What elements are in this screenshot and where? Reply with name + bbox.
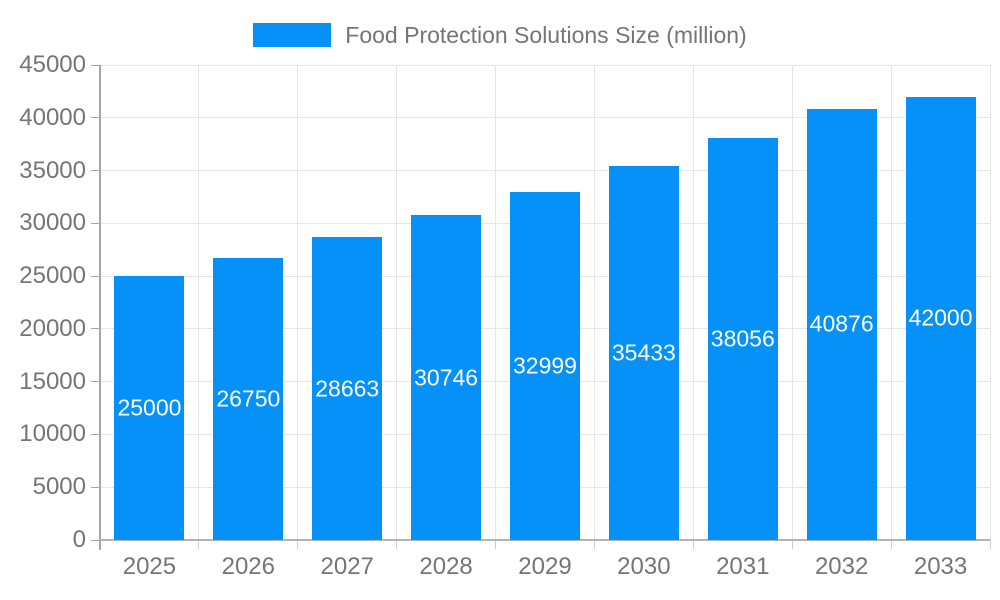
bar: 35433 xyxy=(608,165,679,540)
h-gridline xyxy=(100,170,990,172)
x-tick xyxy=(198,540,200,549)
bar: 30746 xyxy=(411,215,482,540)
y-tick xyxy=(91,222,100,224)
x-tick xyxy=(297,540,299,549)
h-gridline xyxy=(100,64,990,66)
x-tick xyxy=(495,540,497,549)
y-tick xyxy=(91,275,100,277)
x-tick xyxy=(989,540,991,549)
y-tick xyxy=(91,433,100,435)
v-gridline xyxy=(297,65,299,540)
y-tick xyxy=(91,170,100,172)
x-tick-label: 2031 xyxy=(716,553,770,580)
v-gridline xyxy=(692,65,694,540)
v-gridline xyxy=(890,65,892,540)
v-gridline xyxy=(593,65,595,540)
y-tick-label: 0 xyxy=(72,526,86,553)
bar: 42000 xyxy=(905,96,976,540)
v-gridline xyxy=(791,65,793,540)
bar-value-label: 40876 xyxy=(809,310,874,337)
y-tick-label: 40000 xyxy=(19,103,86,131)
y-tick-label: 5000 xyxy=(32,473,86,501)
y-tick xyxy=(91,64,100,66)
x-axis-line xyxy=(100,539,990,541)
bar-value-label: 42000 xyxy=(908,304,973,331)
x-tick-label: 2029 xyxy=(518,553,572,580)
x-tick-label: 2032 xyxy=(814,553,869,580)
x-tick xyxy=(396,540,398,549)
x-tick xyxy=(890,540,892,549)
x-tick-label: 2027 xyxy=(320,553,374,580)
bar: 38056 xyxy=(707,138,778,540)
y-tick-label: 20000 xyxy=(19,314,86,342)
x-tick-label: 2033 xyxy=(913,553,968,580)
legend-item[interactable]: Food Protection Solutions Size (million) xyxy=(0,22,1000,48)
bar: 40876 xyxy=(806,108,877,540)
bar-value-label: 30746 xyxy=(414,364,479,391)
y-tick-label: 30000 xyxy=(19,209,86,237)
bar: 26750 xyxy=(213,257,284,540)
v-gridline xyxy=(198,65,200,540)
y-tick xyxy=(91,486,100,488)
bar: 28663 xyxy=(312,237,383,540)
y-tick xyxy=(91,117,100,119)
x-tick xyxy=(692,540,694,549)
x-tick-label: 2030 xyxy=(617,553,671,580)
legend-label: Food Protection Solutions Size (million) xyxy=(345,22,747,48)
v-gridline xyxy=(495,65,497,540)
legend-swatch xyxy=(253,23,332,47)
h-gridline xyxy=(100,117,990,119)
bar-value-label: 32999 xyxy=(513,352,577,379)
bar-value-label: 26750 xyxy=(216,385,281,412)
x-tick-label: 2026 xyxy=(221,553,275,580)
v-gridline xyxy=(396,65,398,540)
x-tick-label: 2028 xyxy=(419,553,473,580)
bar: 32999 xyxy=(510,191,580,540)
y-tick-label: 10000 xyxy=(19,420,86,448)
y-tick-label: 35000 xyxy=(19,156,86,184)
y-tick xyxy=(91,381,100,383)
bar: 25000 xyxy=(114,276,185,540)
bar-value-label: 28663 xyxy=(315,375,380,402)
y-tick-label: 25000 xyxy=(19,262,86,290)
x-tick-label: 2025 xyxy=(122,553,177,580)
v-gridline xyxy=(989,65,991,540)
y-tick-label: 45000 xyxy=(19,51,86,78)
y-tick-label: 15000 xyxy=(19,367,86,395)
bar-value-label: 38056 xyxy=(710,325,775,352)
x-tick xyxy=(791,540,793,549)
x-tick xyxy=(593,540,595,549)
y-tick xyxy=(91,328,100,330)
bar-value-label: 25000 xyxy=(117,394,182,421)
bar-value-label: 35433 xyxy=(611,339,676,366)
y-tick xyxy=(91,539,100,541)
y-axis-line xyxy=(99,65,101,550)
